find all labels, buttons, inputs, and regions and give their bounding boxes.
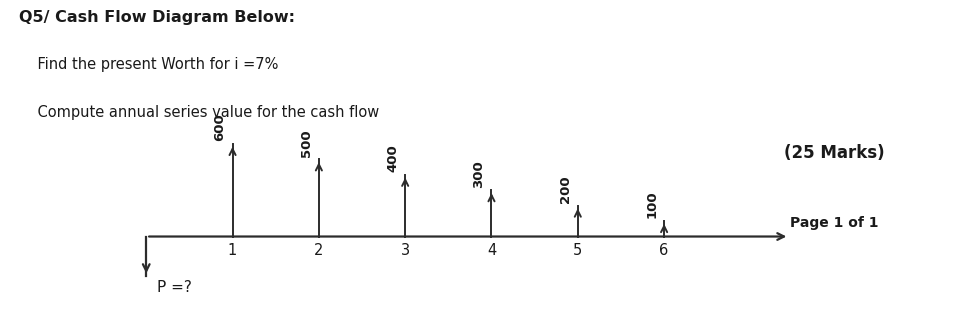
- Text: (25 Marks): (25 Marks): [784, 144, 884, 162]
- Text: 6: 6: [660, 243, 668, 258]
- Text: 200: 200: [559, 175, 572, 203]
- Text: Q5/ Cash Flow Diagram Below:: Q5/ Cash Flow Diagram Below:: [19, 10, 295, 25]
- Text: Find the present Worth for i =7%: Find the present Worth for i =7%: [19, 57, 278, 72]
- Text: 500: 500: [300, 129, 313, 157]
- Text: 400: 400: [386, 145, 399, 172]
- Text: 4: 4: [487, 243, 496, 258]
- Text: 5: 5: [573, 243, 582, 258]
- Text: P =?: P =?: [156, 280, 192, 295]
- Text: 300: 300: [473, 160, 485, 188]
- Text: Page 1 of 1: Page 1 of 1: [790, 216, 878, 230]
- Text: 100: 100: [645, 191, 658, 219]
- Text: 600: 600: [214, 114, 226, 141]
- Text: 3: 3: [401, 243, 409, 258]
- Text: 2: 2: [315, 243, 323, 258]
- Text: Compute annual series value for the cash flow: Compute annual series value for the cash…: [19, 105, 380, 120]
- Text: 1: 1: [228, 243, 237, 258]
